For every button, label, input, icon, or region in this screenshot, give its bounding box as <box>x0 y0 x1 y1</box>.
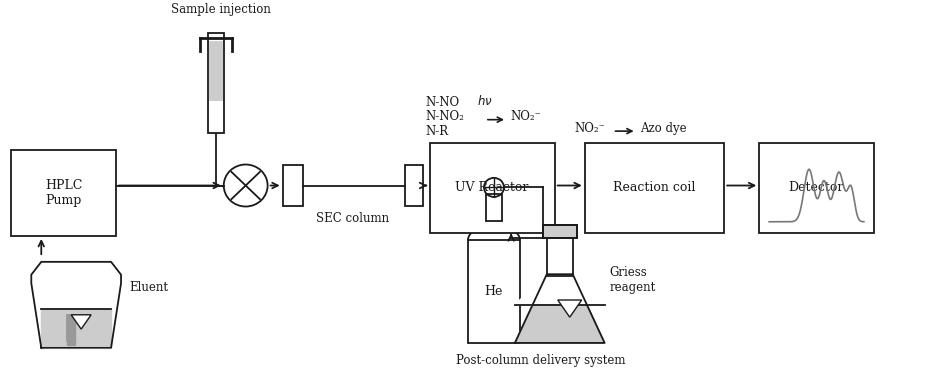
Polygon shape <box>67 315 75 345</box>
Text: Griess
reagent: Griess reagent <box>610 266 655 294</box>
Polygon shape <box>71 315 91 329</box>
Polygon shape <box>31 262 121 348</box>
Polygon shape <box>41 309 111 348</box>
Polygon shape <box>515 274 604 305</box>
Polygon shape <box>41 309 111 345</box>
Bar <box>486 194 502 221</box>
Text: Sample injection: Sample injection <box>171 3 271 16</box>
Bar <box>584 142 724 233</box>
Polygon shape <box>515 274 604 343</box>
Bar <box>208 33 224 133</box>
Text: Eluent: Eluent <box>129 281 168 294</box>
Bar <box>282 164 302 206</box>
Text: NO₂⁻: NO₂⁻ <box>511 110 542 123</box>
Text: SEC column: SEC column <box>315 212 389 226</box>
Text: Azo dye: Azo dye <box>640 122 687 135</box>
Text: N-NO₂: N-NO₂ <box>426 110 464 123</box>
Text: NO₂⁻: NO₂⁻ <box>575 122 605 135</box>
Text: UV Reactor: UV Reactor <box>455 181 528 194</box>
Bar <box>11 150 116 236</box>
Polygon shape <box>558 300 581 317</box>
Bar <box>210 42 221 100</box>
Text: HPLC
Pump: HPLC Pump <box>45 179 83 207</box>
Text: $h\nu$: $h\nu$ <box>477 93 493 107</box>
Text: Detector: Detector <box>788 181 844 194</box>
Text: He: He <box>484 285 504 298</box>
Text: Reaction coil: Reaction coil <box>614 181 695 194</box>
Bar <box>542 224 577 238</box>
Text: N-R: N-R <box>426 125 448 138</box>
Bar <box>430 142 555 233</box>
Bar <box>547 238 573 276</box>
Text: N-NO: N-NO <box>426 96 459 109</box>
Bar <box>406 164 423 206</box>
Text: Post-column delivery system: Post-column delivery system <box>456 354 625 367</box>
Bar <box>542 224 577 238</box>
Bar <box>67 315 75 341</box>
Bar <box>759 142 874 233</box>
Polygon shape <box>515 305 604 343</box>
Bar <box>468 240 520 343</box>
